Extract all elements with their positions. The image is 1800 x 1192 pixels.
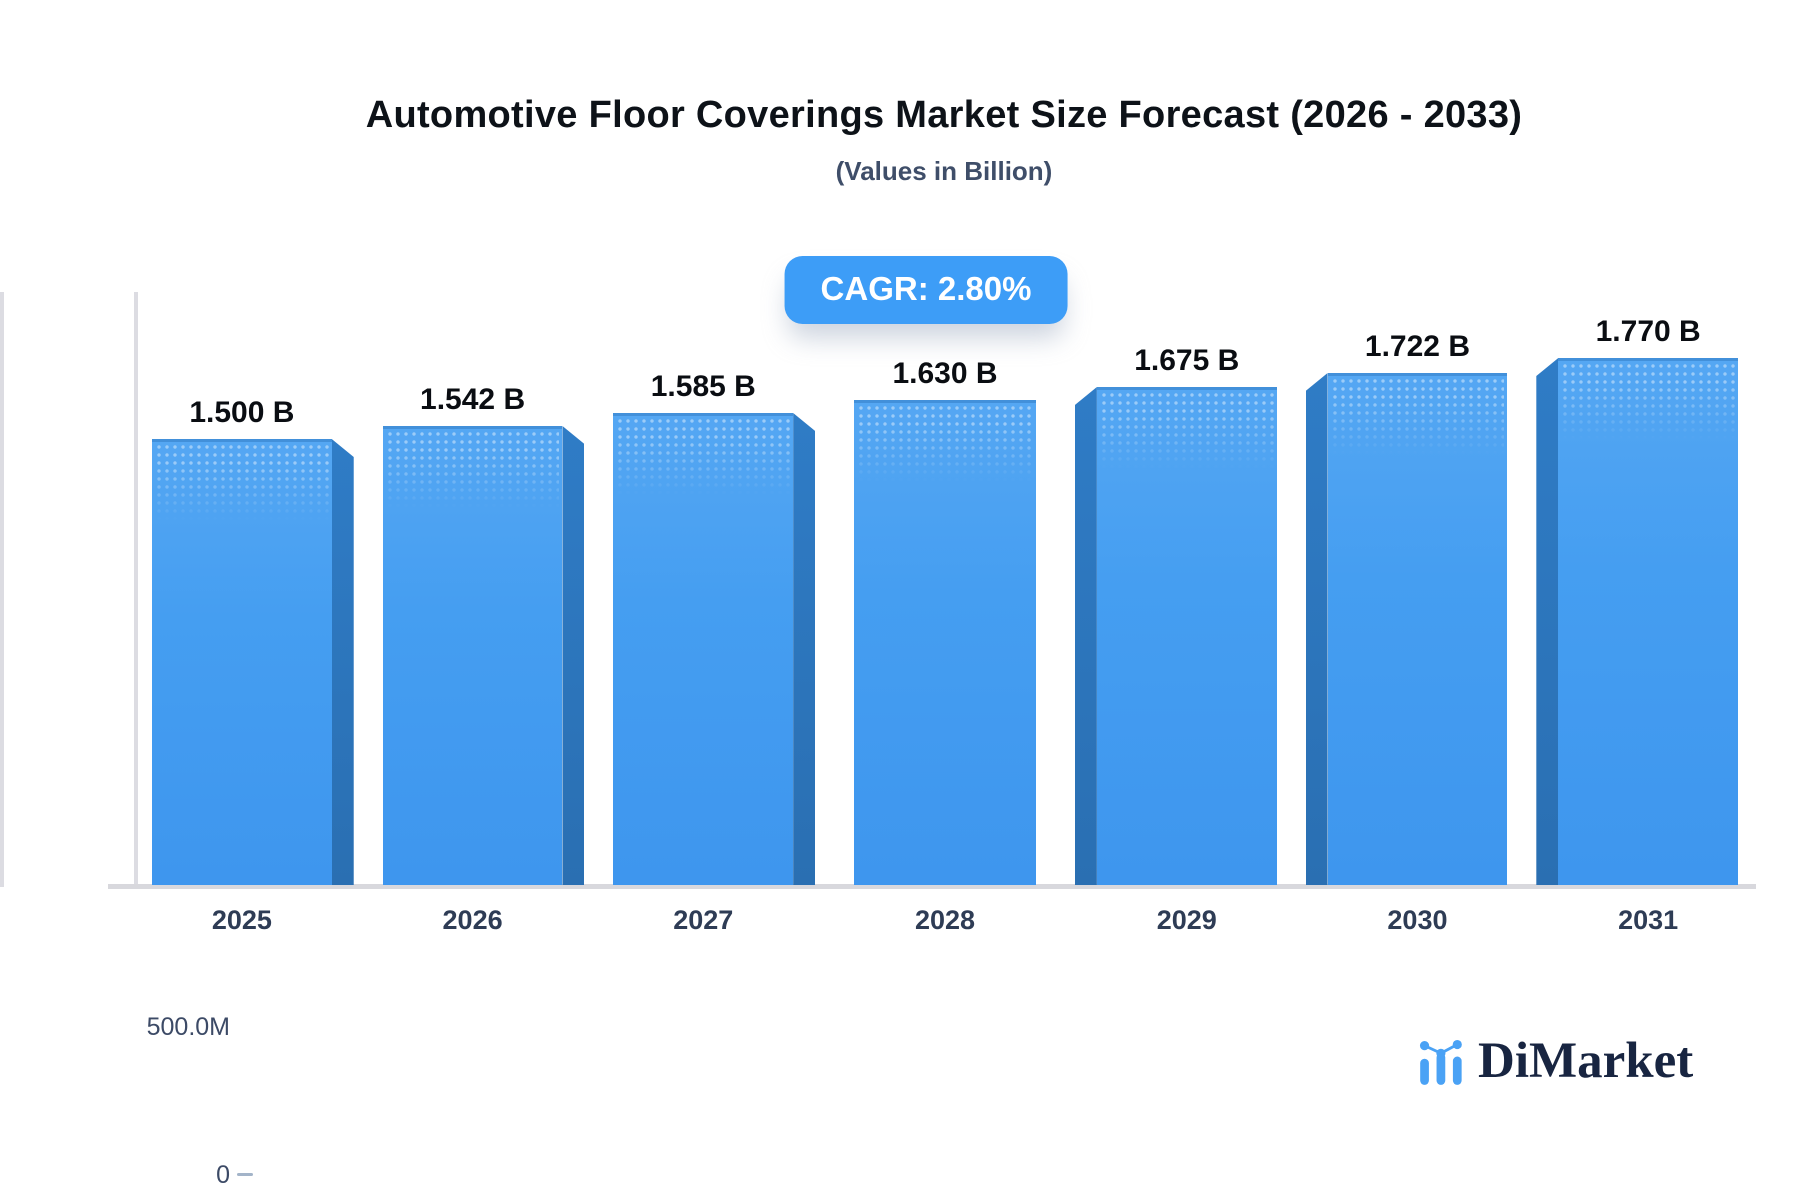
x-tick-label: 2026 xyxy=(442,905,503,935)
bar-face xyxy=(613,413,794,885)
bar-value-label: 1.585 B xyxy=(650,370,756,403)
dimarket-logo-icon xyxy=(1419,1039,1462,1085)
bar-3d-side xyxy=(1305,373,1328,885)
x-tick-label: 2031 xyxy=(1618,905,1679,935)
bar-3d-side xyxy=(1536,358,1559,885)
bar-value-label: 1.675 B xyxy=(1134,344,1240,377)
x-tick-label: 2030 xyxy=(1387,905,1448,935)
bar-2025[interactable] xyxy=(152,439,354,885)
bar-value-label: 1.770 B xyxy=(1595,315,1701,348)
bar-group-2031: 1.770 B 2031 xyxy=(1536,315,1739,935)
bar-2027[interactable] xyxy=(613,413,816,885)
bar-face xyxy=(382,426,563,885)
bar-2028[interactable] xyxy=(844,400,1046,885)
bar-2029[interactable] xyxy=(1074,387,1277,885)
bar-group-2030: 1.722 B 2030 xyxy=(1305,330,1508,935)
bar-face xyxy=(1558,358,1739,885)
bar-group-2028: 1.630 B 2028 xyxy=(844,357,1046,935)
bar-value-label: 1.542 B xyxy=(420,383,526,416)
bar-value-label: 1.500 B xyxy=(189,396,295,429)
bar-group-2027: 1.585 B 2027 xyxy=(613,370,816,935)
x-tick-label: 2027 xyxy=(673,905,734,935)
chart-subtitle: (Values in Billion) xyxy=(835,156,1053,186)
dimarket-logo[interactable]: DiMarket xyxy=(1418,1033,1694,1089)
bar-3d-side xyxy=(562,426,585,885)
y-tick-dash xyxy=(237,1173,253,1176)
bar-2030[interactable] xyxy=(1305,373,1508,885)
bar-value-label: 1.722 B xyxy=(1364,330,1470,363)
bar-group-2029: 1.675 B 2029 xyxy=(1074,344,1277,935)
bar-value-label: 1.630 B xyxy=(892,357,998,390)
bar-face xyxy=(1327,373,1508,885)
bar-face xyxy=(854,400,1036,885)
y-tick-label: 500.0M xyxy=(146,1013,230,1041)
bar-3d-side xyxy=(1074,387,1097,885)
bar-2026[interactable] xyxy=(382,426,585,885)
bars-row: 1.500 B 2025 1.542 B 2026 1.585 B 2027 xyxy=(152,290,1739,935)
y-tick-label: 0 xyxy=(216,1161,230,1189)
brand-name: DiMarket xyxy=(1478,1033,1694,1089)
bar-2031[interactable] xyxy=(1536,358,1739,885)
y-axis-line xyxy=(0,292,4,887)
bar-face xyxy=(152,439,332,885)
cagr-badge: CAGR: 2.80% xyxy=(784,256,1068,324)
bar-3d-side xyxy=(331,439,354,885)
chart-title: Automotive Floor Coverings Market Size F… xyxy=(365,94,1523,136)
x-tick-label: 2028 xyxy=(914,905,976,935)
x-tick-label: 2029 xyxy=(1156,905,1217,935)
bar-3d-side xyxy=(793,413,816,885)
bar-group-2026: 1.542 B 2026 xyxy=(382,383,585,935)
bar-face xyxy=(1096,387,1277,885)
x-tick-label: 2025 xyxy=(211,905,272,935)
bar-group-2025: 1.500 B 2025 xyxy=(152,396,354,935)
